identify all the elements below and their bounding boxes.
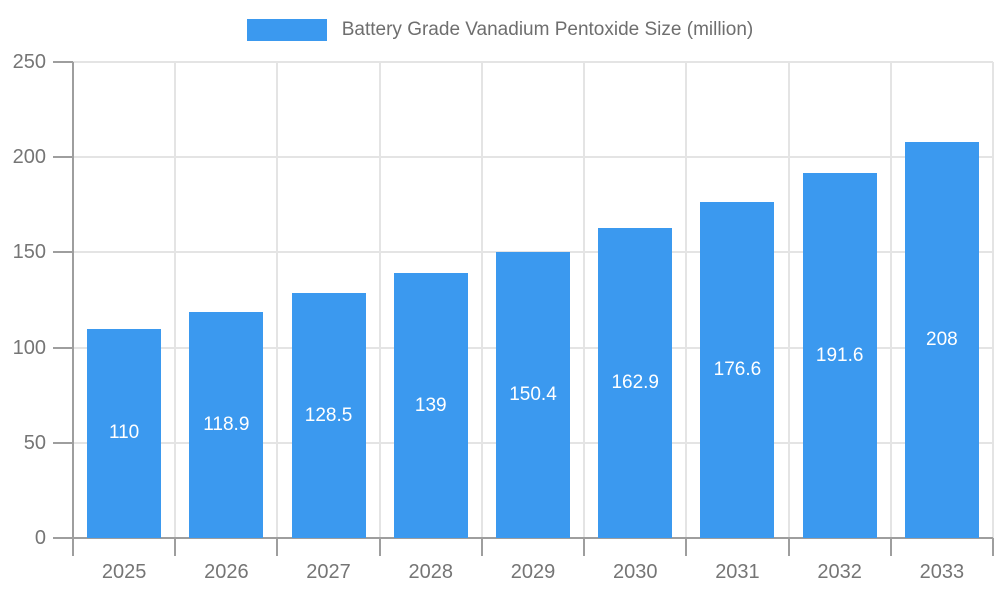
x-axis-label: 2032: [817, 561, 862, 583]
gridline-vertical: [889, 62, 892, 538]
bar-value-label: 150.4: [509, 383, 557, 405]
legend-label: Battery Grade Vanadium Pentoxide Size (m…: [341, 19, 754, 40]
y-axis-tick: [53, 537, 73, 539]
bar-2029: 150.4: [496, 251, 570, 538]
y-axis-label: 200: [12, 146, 46, 169]
gridline-vertical: [276, 62, 279, 538]
y-axis-label: 100: [12, 336, 46, 359]
x-axis-tick: [378, 538, 381, 556]
bar-2027: 128.5: [291, 293, 366, 538]
y-axis-tick: [53, 156, 73, 159]
y-axis-line: [72, 62, 74, 538]
bar-2028: 139: [393, 273, 468, 538]
x-axis-label: 2031: [715, 561, 760, 583]
x-axis-tick: [174, 538, 177, 556]
x-axis-tick: [787, 538, 790, 556]
x-axis-label: 2026: [204, 561, 249, 583]
x-axis-label: 2028: [408, 561, 454, 583]
bar-value-label: 176.6: [713, 358, 762, 380]
x-axis-label: 2025: [101, 561, 147, 583]
x-axis-line: [73, 537, 993, 539]
x-axis-label: 2033: [919, 561, 965, 583]
bar-2030: 162.9: [598, 227, 673, 538]
legend[interactable]: Battery Grade Vanadium Pentoxide Size (m…: [0, 19, 1000, 41]
gridline-vertical: [685, 62, 688, 538]
bar-value-label: 139: [414, 394, 447, 416]
gridline-vertical: [787, 62, 790, 538]
gridline-horizontal: [73, 61, 993, 63]
bar-value-label: 118.9: [203, 413, 250, 435]
gridline-vertical: [378, 62, 381, 538]
x-axis-tick: [276, 538, 279, 556]
x-axis-label: 2029: [510, 561, 556, 583]
bar-value-label: 191.6: [815, 344, 864, 366]
bar-value-label: 128.5: [304, 404, 353, 426]
y-axis-label: 50: [23, 431, 46, 454]
legend-swatch: [246, 19, 327, 41]
x-axis-tick: [72, 538, 74, 556]
x-axis-tick: [583, 538, 586, 556]
bar-2026: 118.9: [189, 311, 264, 538]
y-axis-label: 150: [12, 241, 46, 264]
x-axis-tick: [992, 538, 994, 556]
gridline-vertical: [480, 62, 483, 538]
bar-value-label: 208: [926, 328, 958, 350]
gridline-vertical: [174, 62, 177, 538]
x-axis-label: 2030: [612, 561, 658, 583]
gridline-vertical: [992, 62, 994, 538]
bar-value-label: 162.9: [611, 371, 659, 393]
bar-2032: 191.6: [802, 173, 877, 538]
x-axis-tick: [685, 538, 688, 556]
y-axis-label: 0: [34, 527, 46, 549]
bar-2031: 176.6: [700, 201, 775, 538]
gridline-horizontal: [73, 156, 993, 159]
x-axis-label: 2027: [306, 561, 351, 583]
x-axis-tick: [889, 538, 892, 556]
y-axis-tick: [53, 61, 73, 63]
gridline-vertical: [583, 62, 586, 538]
y-axis-label: 250: [12, 51, 46, 73]
bar-value-label: 110: [108, 422, 140, 444]
bar-2025: 110: [87, 328, 162, 538]
y-axis-tick: [53, 441, 73, 444]
y-axis-tick: [53, 251, 73, 254]
y-axis-tick: [53, 346, 73, 349]
bar-2033: 208: [904, 141, 979, 538]
x-axis-tick: [480, 538, 483, 556]
